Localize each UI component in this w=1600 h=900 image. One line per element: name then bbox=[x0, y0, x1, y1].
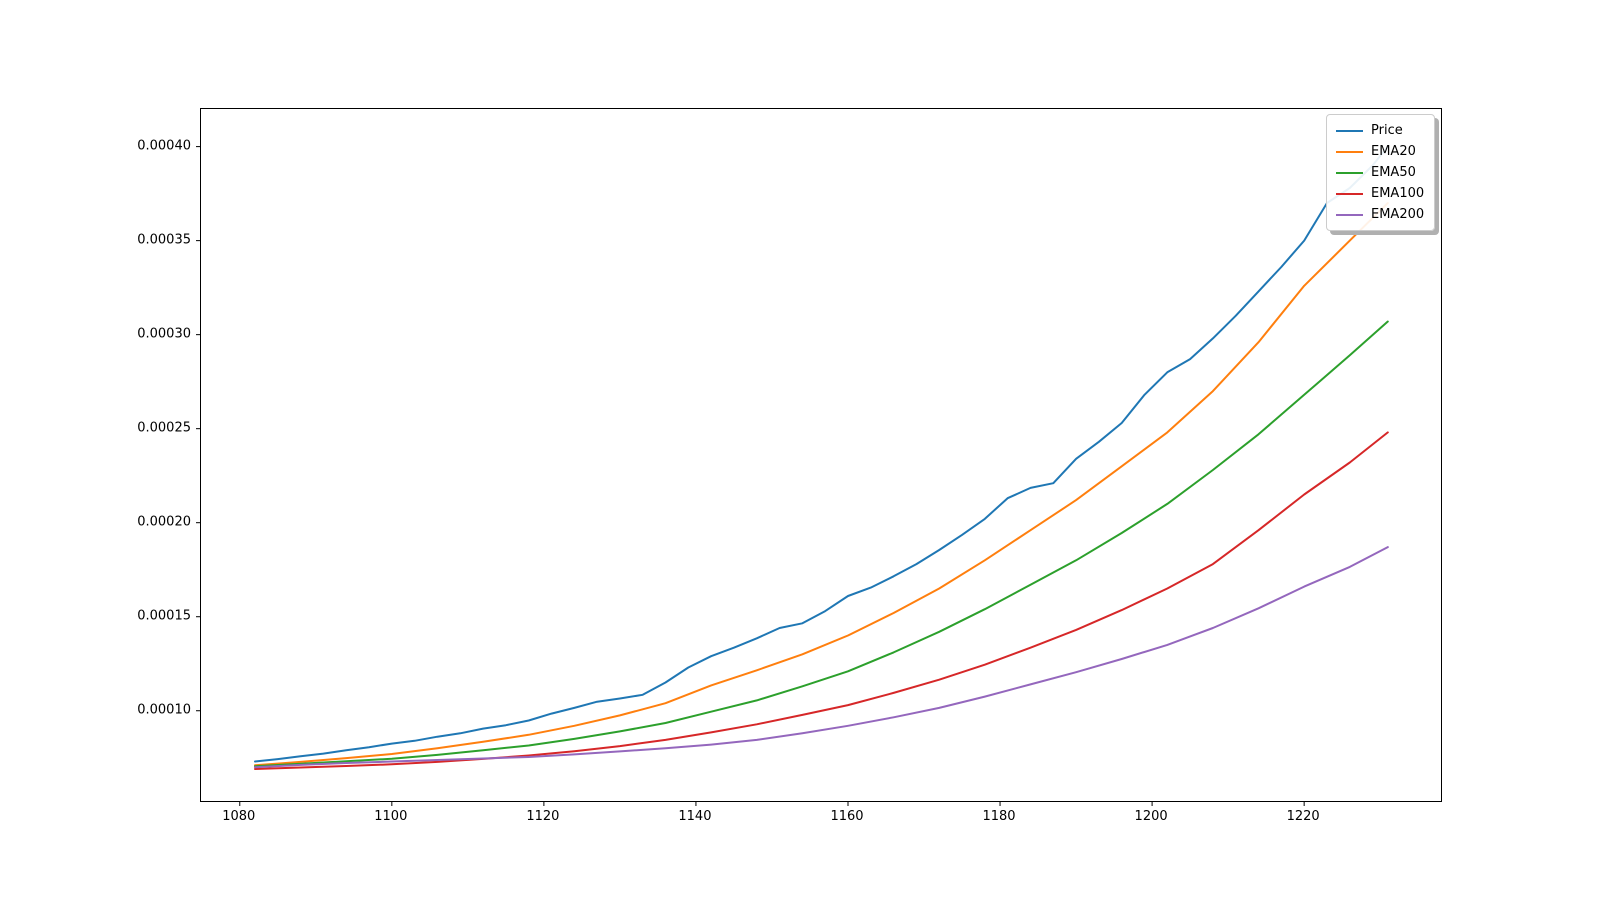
legend: Price EMA20 EMA50 EMA100 EMA200 bbox=[1326, 114, 1436, 231]
x-tick-label: 1200 bbox=[1134, 809, 1168, 824]
line-chart-canvas bbox=[196, 145, 1389, 806]
x-tick-label: 1080 bbox=[222, 809, 256, 824]
y-tick-label: 0.00020 bbox=[137, 514, 191, 530]
series-line-price bbox=[254, 145, 1389, 763]
y-tick-label: 0.00040 bbox=[137, 138, 191, 154]
price-line-swatch bbox=[1336, 129, 1363, 132]
x-tick-label: 1100 bbox=[374, 809, 408, 824]
legend-item-ema20: EMA20 bbox=[1336, 141, 1424, 162]
x-tick-label: 1220 bbox=[1286, 809, 1320, 824]
legend-item-ema200: EMA200 bbox=[1336, 204, 1424, 225]
series-line-ema50 bbox=[254, 320, 1389, 768]
series-line-ema20 bbox=[254, 202, 1389, 767]
ema20-line-swatch bbox=[1336, 150, 1363, 153]
x-tick-label: 1120 bbox=[526, 809, 560, 824]
y-tick-label: 0.00010 bbox=[137, 702, 191, 718]
ema100-line-swatch bbox=[1336, 192, 1363, 195]
legend-label: Price bbox=[1371, 123, 1403, 138]
ema200-line-swatch bbox=[1336, 213, 1363, 216]
y-tick-label: 0.00035 bbox=[137, 232, 191, 248]
legend-label: EMA50 bbox=[1371, 165, 1416, 180]
series-line-ema200 bbox=[254, 546, 1389, 769]
plot-area bbox=[196, 108, 1442, 806]
legend-label: EMA100 bbox=[1371, 186, 1425, 201]
legend-label: EMA200 bbox=[1371, 207, 1425, 222]
x-tick-label: 1140 bbox=[678, 809, 712, 824]
x-tick-label: 1160 bbox=[830, 809, 864, 824]
y-tick-label: 0.00025 bbox=[137, 420, 191, 436]
series-line-ema100 bbox=[254, 431, 1389, 770]
y-tick-label: 0.00015 bbox=[137, 608, 191, 624]
legend-label: EMA20 bbox=[1371, 144, 1416, 159]
legend-item-ema100: EMA100 bbox=[1336, 183, 1424, 204]
legend-item-ema50: EMA50 bbox=[1336, 162, 1424, 183]
legend-item-price: Price bbox=[1336, 120, 1424, 141]
x-tick-label: 1180 bbox=[982, 809, 1016, 824]
ema50-line-swatch bbox=[1336, 171, 1363, 174]
y-tick-label: 0.00030 bbox=[137, 326, 191, 342]
